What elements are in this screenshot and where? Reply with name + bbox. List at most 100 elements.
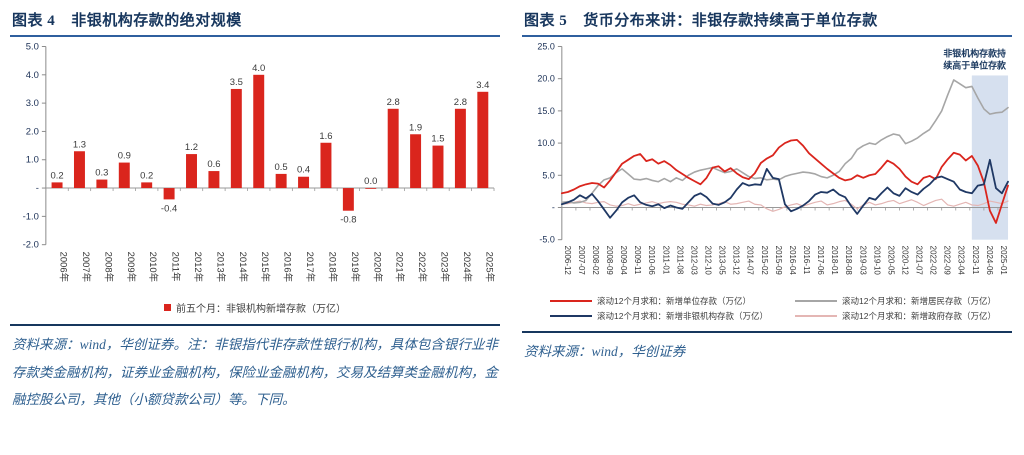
line-chart-legend: 滚动12个月求和：新增单位存款（万亿） 滚动12个月求和：新增居民存款（万亿） … [522, 295, 1012, 322]
svg-text:0.3: 0.3 [95, 168, 108, 179]
legend-item-household-deposits: 滚动12个月求和：新增居民存款（万亿） [767, 295, 1012, 307]
svg-text:2007年: 2007年 [80, 252, 92, 283]
gray-line-icon [795, 300, 837, 302]
svg-text:2010年: 2010年 [147, 252, 159, 283]
svg-text:2018-08: 2018-08 [844, 246, 853, 276]
svg-text:5.0: 5.0 [26, 41, 39, 52]
svg-text:-1.0: -1.0 [23, 211, 39, 222]
legend-label: 滚动12个月求和：新增单位存款（万亿） [597, 296, 751, 306]
svg-text:2021年: 2021年 [394, 252, 406, 283]
svg-text:25.0: 25.0 [537, 41, 554, 51]
navy-line-icon [550, 315, 592, 317]
svg-text:2024年: 2024年 [461, 252, 473, 283]
svg-text:2016-11: 2016-11 [802, 246, 811, 275]
svg-text:2020-05: 2020-05 [886, 246, 895, 276]
svg-text:2008年: 2008年 [102, 252, 114, 283]
svg-text:非银机构存款持: 非银机构存款持 [943, 47, 1006, 58]
figure-5-label: 图表 5 [524, 13, 568, 29]
svg-text:2016年: 2016年 [282, 252, 294, 283]
svg-text:0.9: 0.9 [118, 151, 131, 162]
svg-text:2015-02: 2015-02 [760, 246, 769, 276]
svg-text:5.0: 5.0 [542, 170, 554, 180]
svg-text:-: - [552, 202, 555, 212]
svg-text:-: - [36, 183, 39, 194]
svg-text:2006-12: 2006-12 [563, 246, 572, 276]
svg-text:2011年: 2011年 [170, 252, 182, 282]
svg-text:3.5: 3.5 [230, 77, 243, 88]
svg-text:-0.4: -0.4 [161, 203, 177, 214]
svg-text:2014-07: 2014-07 [746, 246, 755, 276]
svg-text:2015-09: 2015-09 [774, 246, 783, 276]
legend-item-government-deposits: 滚动12个月求和：新增政府存款（万亿） [767, 310, 1012, 322]
svg-text:20.0: 20.0 [537, 74, 554, 84]
red-line-icon [550, 300, 592, 302]
svg-text:2025年: 2025年 [483, 252, 495, 283]
svg-text:0.6: 0.6 [207, 159, 220, 170]
svg-text:2016-04: 2016-04 [788, 246, 797, 276]
svg-text:2012-03: 2012-03 [689, 246, 698, 276]
svg-text:2.8: 2.8 [454, 97, 467, 108]
svg-text:2022年: 2022年 [416, 252, 428, 283]
figure-5-divider [522, 331, 1012, 333]
svg-text:2007-07: 2007-07 [577, 246, 586, 276]
svg-text:2020年: 2020年 [371, 252, 383, 283]
bar-chart-legend: 前五个月：非银机构新增存款（万亿） [10, 299, 500, 315]
line-chart: 25.0 20.0 15.0 10.0 5.0 - -5.0 2006-12 2007-07 20… [537, 41, 1009, 276]
svg-text:1.2: 1.2 [185, 142, 198, 153]
svg-text:2022-02: 2022-02 [929, 246, 938, 276]
svg-text:续高于单位存款: 续高于单位存款 [943, 59, 1007, 70]
svg-text:0.4: 0.4 [297, 165, 310, 176]
svg-text:2018年: 2018年 [326, 252, 338, 283]
svg-text:2023年: 2023年 [438, 252, 450, 283]
svg-text:3.0: 3.0 [26, 98, 39, 109]
svg-text:2013-12: 2013-12 [732, 246, 741, 276]
svg-text:2012年: 2012年 [192, 252, 204, 283]
svg-text:2023-11: 2023-11 [971, 246, 980, 275]
svg-text:2009年: 2009年 [125, 252, 137, 283]
svg-text:3.4: 3.4 [476, 80, 489, 91]
svg-text:2023-04: 2023-04 [957, 246, 966, 276]
svg-text:0.2: 0.2 [50, 170, 63, 181]
svg-text:2008-02: 2008-02 [591, 246, 600, 276]
svg-text:2012-10: 2012-10 [704, 246, 713, 276]
svg-text:2011-01: 2011-01 [661, 246, 670, 275]
svg-text:2024-06: 2024-06 [985, 246, 994, 276]
bar-chart: 5.0 4.0 3.0 2.0 1.0 - -1.0 -2.0 0.2 2006年 1.3 2007年… [23, 41, 496, 283]
bar-chart-container: 5.0 4.0 3.0 2.0 1.0 - -1.0 -2.0 0.2 2006年 1.3 2007年… [10, 40, 500, 299]
svg-text:2018-01: 2018-01 [830, 246, 839, 276]
bar-legend-label: 前五个月：非银机构新增存款（万亿） [176, 303, 346, 315]
svg-text:-2.0: -2.0 [23, 240, 39, 251]
legend-item-unit-deposits: 滚动12个月求和：新增单位存款（万亿） [522, 295, 767, 307]
line-chart-container: 25.0 20.0 15.0 10.0 5.0 - -5.0 2006-12 2007-07 20… [522, 40, 1012, 293]
svg-text:2013-05: 2013-05 [718, 246, 727, 276]
svg-text:2019-03: 2019-03 [858, 246, 867, 276]
svg-text:2006年: 2006年 [58, 252, 70, 283]
svg-text:2015年: 2015年 [259, 252, 271, 283]
svg-text:1.5: 1.5 [431, 134, 444, 145]
svg-text:-5.0: -5.0 [539, 235, 554, 245]
legend-label: 滚动12个月求和：新增居民存款（万亿） [842, 296, 996, 306]
svg-text:2008-09: 2008-09 [605, 246, 614, 276]
figure-4-panel: 图表 4 非银机构存款的绝对规模 5.0 4.0 3.0 2.0 1.0 - -1.0 -2.… [10, 6, 500, 455]
svg-text:2010-06: 2010-06 [647, 246, 656, 276]
svg-text:1.9: 1.9 [409, 122, 422, 133]
figure-4-divider [10, 324, 500, 326]
svg-text:2009-11: 2009-11 [633, 246, 642, 275]
svg-text:10.0: 10.0 [537, 138, 554, 148]
svg-text:2019-10: 2019-10 [872, 246, 881, 276]
svg-text:2.0: 2.0 [26, 126, 39, 137]
svg-text:4.0: 4.0 [252, 63, 265, 74]
figure-5-source-note: 资料来源：wind，华创证券 [524, 344, 686, 359]
figure-4-title: 图表 4 非银机构存款的绝对规模 [10, 6, 500, 37]
figure-4-source-note: 资料来源：wind，华创证券。注：非银指代非存款性银行机构，具体包含银行业非存款… [12, 337, 498, 408]
figure-4-label: 图表 4 [12, 13, 56, 29]
legend-item-nonbank-deposits: 滚动12个月求和：新增非银机构存款（万亿） [522, 310, 768, 322]
figure-4-title-text: 非银机构存款的绝对规模 [71, 13, 242, 29]
svg-text:2011-08: 2011-08 [675, 246, 684, 275]
svg-text:2.8: 2.8 [387, 97, 400, 108]
svg-text:1.0: 1.0 [26, 155, 39, 166]
legend-square-icon [164, 303, 171, 311]
svg-text:2013年: 2013年 [214, 252, 226, 283]
svg-text:2009-04: 2009-04 [619, 246, 628, 276]
